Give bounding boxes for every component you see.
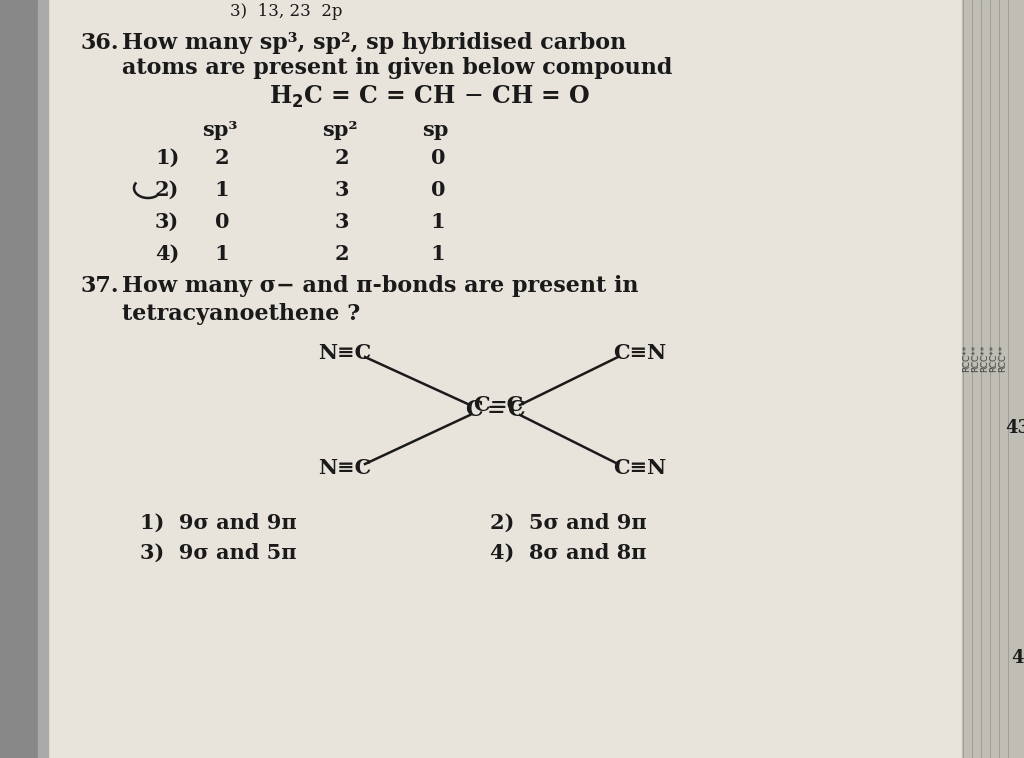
Text: sp: sp: [422, 120, 449, 140]
Text: =: =: [486, 399, 505, 421]
Text: 2)  5σ and 9π: 2) 5σ and 9π: [490, 513, 647, 533]
Text: sp³: sp³: [203, 120, 238, 140]
Text: N≡C: N≡C: [318, 458, 372, 478]
Text: 4: 4: [1012, 649, 1024, 667]
Text: 2): 2): [155, 180, 179, 200]
Bar: [962, 0, 1024, 758]
Text: 3): 3): [155, 212, 179, 232]
Text: RCC**: RCC**: [963, 344, 972, 371]
Text: 43: 43: [1006, 419, 1024, 437]
Text: C≡N: C≡N: [613, 458, 667, 478]
Text: sp²: sp²: [323, 120, 357, 140]
Text: How many σ− and π-bonds are present in: How many σ− and π-bonds are present in: [122, 275, 639, 297]
Text: C: C: [507, 399, 525, 421]
Text: RCC**: RCC**: [989, 344, 998, 371]
Text: RCC**: RCC**: [998, 344, 1008, 371]
Text: 36.: 36.: [80, 32, 119, 54]
Text: C: C: [473, 395, 490, 415]
Text: RCC**: RCC**: [981, 344, 989, 371]
Text: How many sp³, sp², sp hybridised carbon: How many sp³, sp², sp hybridised carbon: [122, 32, 627, 54]
Text: 37.: 37.: [80, 275, 119, 297]
Text: 3)  13, 23  2p: 3) 13, 23 2p: [230, 4, 342, 20]
Text: 3: 3: [335, 212, 349, 232]
Text: 1: 1: [431, 244, 445, 264]
Text: 2: 2: [215, 148, 229, 168]
Text: 1: 1: [431, 212, 445, 232]
Bar: [38, 0, 48, 758]
Text: N≡C: N≡C: [318, 343, 372, 363]
Text: =C: =C: [490, 395, 524, 415]
Text: 3: 3: [335, 180, 349, 200]
Text: 4)  8σ and 8π: 4) 8σ and 8π: [490, 543, 646, 563]
Text: 0: 0: [215, 212, 229, 232]
Text: 3)  9σ and 5π: 3) 9σ and 5π: [140, 543, 297, 563]
Text: 4): 4): [155, 244, 179, 264]
Bar: [0, 0, 40, 758]
Text: 0: 0: [431, 180, 445, 200]
Text: 1: 1: [215, 180, 229, 200]
Text: C≡N: C≡N: [613, 343, 667, 363]
Text: 1: 1: [215, 244, 229, 264]
Text: 2: 2: [335, 244, 349, 264]
Text: 0: 0: [431, 148, 445, 168]
Text: C: C: [465, 399, 482, 421]
Text: 1)  9σ and 9π: 1) 9σ and 9π: [140, 513, 297, 533]
Text: 2: 2: [335, 148, 349, 168]
Text: 1): 1): [155, 148, 179, 168]
Text: RCC**: RCC**: [972, 344, 981, 371]
Text: atoms are present in given below compound: atoms are present in given below compoun…: [122, 57, 673, 79]
Text: H$_{\mathbf{2}}$C = C = CH $-$ CH = O: H$_{\mathbf{2}}$C = C = CH $-$ CH = O: [269, 84, 591, 110]
Text: tetracyanoethene ?: tetracyanoethene ?: [122, 303, 360, 325]
